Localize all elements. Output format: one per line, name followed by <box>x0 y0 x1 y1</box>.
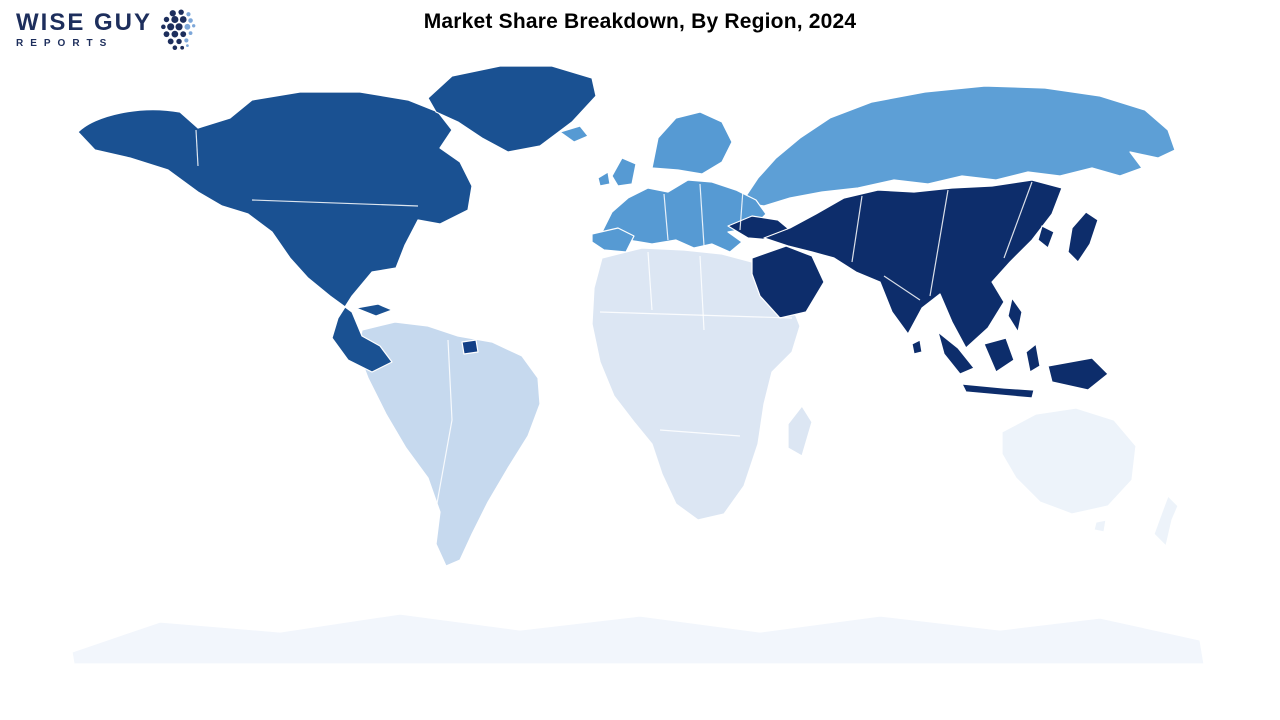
region-sri-lanka-shape <box>911 339 923 355</box>
region-caribbean-shape <box>355 303 393 317</box>
region-papua-shape <box>1047 357 1109 391</box>
region-new-zealand-shape <box>1153 495 1179 547</box>
chart-title: Market Share Breakdown, By Region, 2024 <box>423 10 857 33</box>
region-south-america-shape <box>357 321 541 567</box>
region-scandinavia-shape <box>651 111 733 175</box>
region-africa-shape <box>591 247 801 521</box>
region-madagascar-shape <box>787 405 813 457</box>
region-sumatra-shape <box>937 331 975 375</box>
region-russia-shape <box>741 85 1176 207</box>
region-ireland-shape <box>597 171 611 187</box>
region-iberia-shape <box>591 227 635 253</box>
region-korea-shape <box>1037 225 1055 249</box>
logo-head-dots-icon <box>161 9 196 51</box>
logo-text: WISE GUY REPORTS <box>16 10 152 49</box>
region-french-guiana-shape <box>461 339 479 355</box>
region-uk-shape <box>611 157 637 187</box>
region-antarctica-shape <box>71 613 1205 665</box>
logo: WISE GUY REPORTS <box>16 9 198 54</box>
region-japan-shape <box>1067 211 1099 263</box>
region-borneo-shape <box>983 337 1015 373</box>
country-borders <box>195 129 1033 521</box>
region-tasmania-shape <box>1093 519 1107 533</box>
region-north-america-shape <box>77 91 473 373</box>
region-iceland-shape <box>559 125 589 143</box>
region-arabia-shape <box>751 245 825 319</box>
logo-wordmark: WISE GUY <box>16 9 153 36</box>
region-greenland-shape <box>427 65 597 153</box>
region-asia-mainland-shape <box>763 179 1063 349</box>
region-australia-shape <box>1001 407 1137 515</box>
logo-subtitle: REPORTS <box>16 38 114 50</box>
region-java-shape <box>961 383 1035 399</box>
region-philippines-shape <box>1007 297 1023 333</box>
region-sulawesi-shape <box>1025 343 1041 373</box>
